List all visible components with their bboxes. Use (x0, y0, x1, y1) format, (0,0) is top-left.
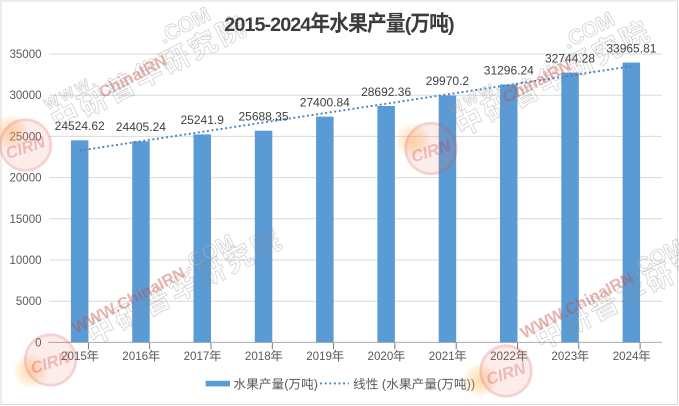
svg-text:): ) (448, 14, 455, 36)
svg-text:2020: 2020 (368, 350, 394, 363)
svg-text:2022: 2022 (490, 350, 516, 363)
svg-text:(: ( (378, 378, 387, 392)
svg-text:2024: 2024 (613, 350, 639, 363)
svg-text:2019: 2019 (306, 350, 332, 363)
svg-text:20000: 20000 (10, 173, 42, 185)
svg-text:): ) (314, 378, 318, 392)
svg-text:2016: 2016 (122, 350, 148, 363)
svg-text:(: ( (405, 14, 412, 36)
svg-text:35000: 35000 (10, 49, 42, 61)
svg-text:15000: 15000 (10, 214, 42, 226)
svg-text:31296.24: 31296.24 (484, 63, 534, 77)
svg-text:5000: 5000 (16, 296, 42, 308)
svg-text:25241.9: 25241.9 (181, 113, 225, 127)
svg-text:24524.62: 24524.62 (55, 119, 105, 133)
svg-text:(: ( (284, 378, 289, 392)
svg-text:2015: 2015 (61, 350, 87, 363)
svg-text:2017: 2017 (184, 350, 210, 363)
svg-text:30000: 30000 (10, 90, 42, 102)
svg-text:29970.2: 29970.2 (426, 74, 470, 88)
svg-text:(: ( (437, 378, 442, 392)
svg-text:2015-2024: 2015-2024 (224, 14, 311, 36)
svg-text:0: 0 (35, 337, 41, 349)
svg-text:2023: 2023 (551, 350, 577, 363)
svg-text:24405.24: 24405.24 (116, 120, 166, 134)
svg-text:27400.84: 27400.84 (300, 95, 350, 109)
svg-text:2018: 2018 (245, 350, 271, 363)
svg-text:28692.36: 28692.36 (361, 85, 411, 99)
svg-text:2021: 2021 (429, 350, 455, 363)
svg-text:25688.35: 25688.35 (238, 110, 288, 124)
svg-text:10000: 10000 (10, 255, 42, 267)
